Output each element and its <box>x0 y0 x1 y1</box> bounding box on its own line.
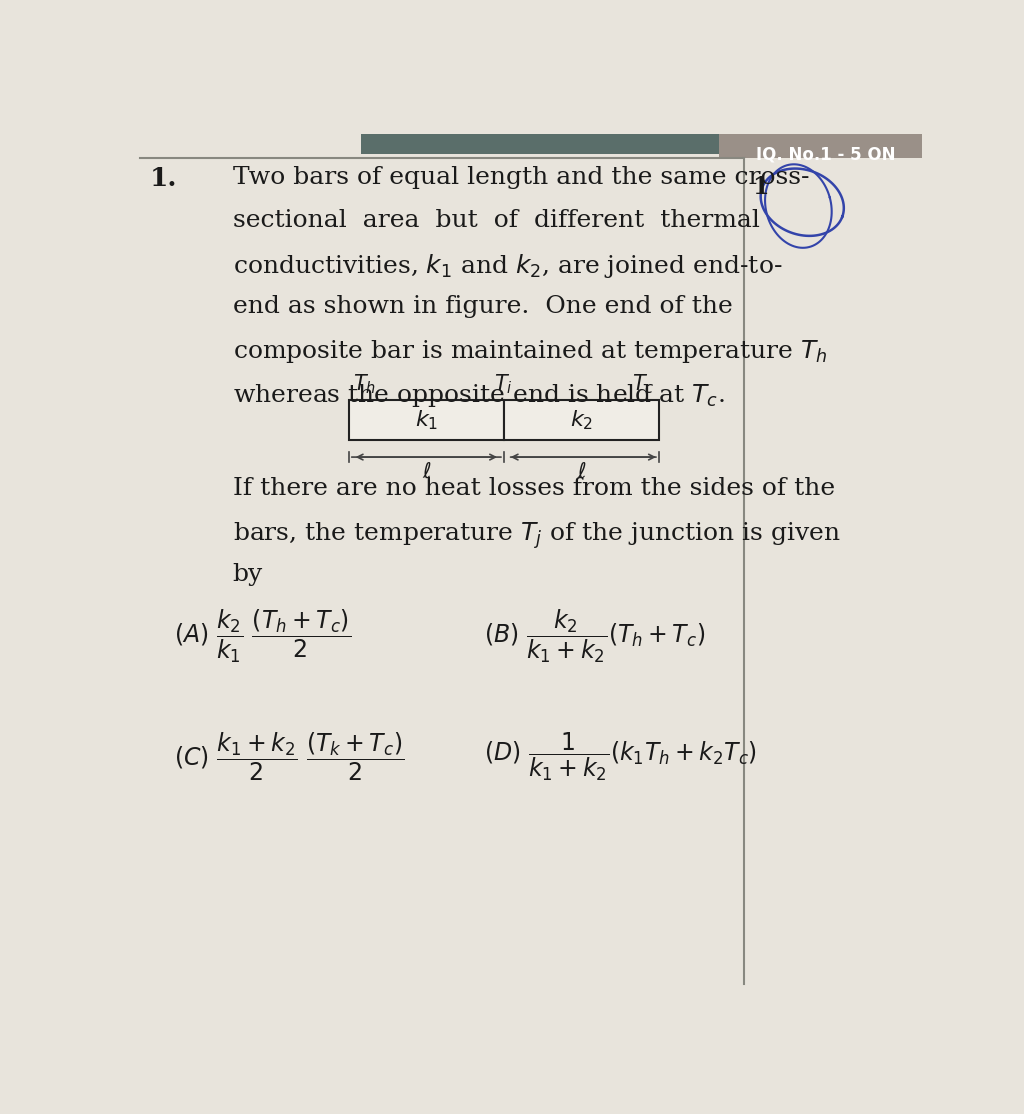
Bar <box>719 134 922 158</box>
Text: $T_c$: $T_c$ <box>633 373 655 397</box>
Text: $\ell$: $\ell$ <box>422 462 431 482</box>
Text: $T_h$: $T_h$ <box>352 373 376 397</box>
Text: conductivities, $k_1$ and $k_2$, are joined end-to-: conductivities, $k_1$ and $k_2$, are joi… <box>232 252 782 281</box>
Text: $(C)\ \dfrac{k_1 + k_2}{2}\ \dfrac{(T_k + T_c)}{2}$: $(C)\ \dfrac{k_1 + k_2}{2}\ \dfrac{(T_k … <box>174 731 404 783</box>
Text: IQ. No.1 - 5 ON: IQ. No.1 - 5 ON <box>756 146 895 164</box>
Text: composite bar is maintained at temperature $T_h$: composite bar is maintained at temperatu… <box>232 339 827 365</box>
Text: whereas the opposite end is held at $T_c$.: whereas the opposite end is held at $T_c… <box>232 382 725 409</box>
Text: Two bars of equal length and the same cross-: Two bars of equal length and the same cr… <box>232 166 809 189</box>
Text: $k_2$: $k_2$ <box>569 409 593 432</box>
Text: $T_i$: $T_i$ <box>495 373 513 397</box>
Text: $k_1$: $k_1$ <box>415 409 438 432</box>
Text: $\ell$: $\ell$ <box>577 462 586 482</box>
Text: 1: 1 <box>752 175 768 199</box>
Text: bars, the temperature $T_j$ of the junction is given: bars, the temperature $T_j$ of the junct… <box>232 520 841 551</box>
Bar <box>349 400 504 440</box>
Text: If there are no heat losses from the sides of the: If there are no heat losses from the sid… <box>232 477 835 500</box>
Bar <box>504 400 658 440</box>
Text: end as shown in figure.  One end of the: end as shown in figure. One end of the <box>232 295 732 319</box>
Text: 1.: 1. <box>150 166 177 190</box>
Text: sectional  area  but  of  different  thermal: sectional area but of different thermal <box>232 209 760 232</box>
Text: $(B)\ \dfrac{k_2}{k_1 + k_2}(T_h + T_c)$: $(B)\ \dfrac{k_2}{k_1 + k_2}(T_h + T_c)$ <box>484 607 706 665</box>
Bar <box>360 134 786 154</box>
Text: by: by <box>232 564 263 586</box>
Text: $(D)\ \dfrac{1}{k_1 + k_2}(k_1 T_h + k_2 T_c)$: $(D)\ \dfrac{1}{k_1 + k_2}(k_1 T_h + k_2… <box>484 731 758 783</box>
Text: $(A)\ \dfrac{k_2}{k_1}\ \dfrac{(T_h + T_c)}{2}$: $(A)\ \dfrac{k_2}{k_1}\ \dfrac{(T_h + T_… <box>174 607 351 665</box>
